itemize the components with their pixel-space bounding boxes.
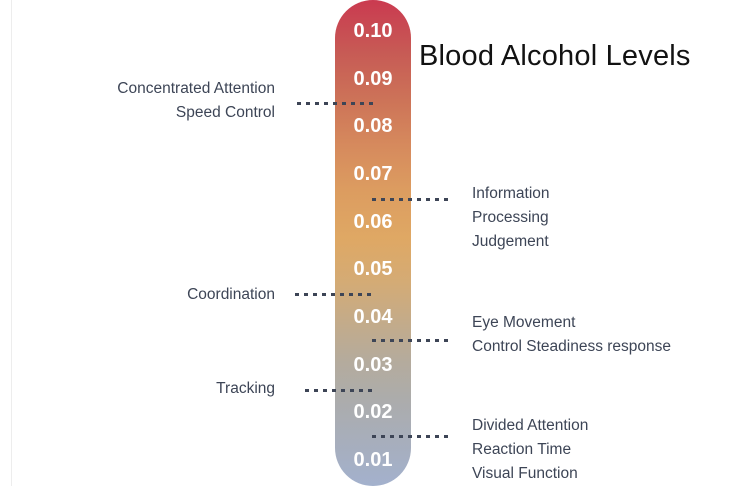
- scale-value-0.05: 0.05: [353, 258, 393, 280]
- annotation-eye-movement: Eye Movement Control Steadiness response: [472, 311, 671, 359]
- annotation-line: Divided Attention: [472, 417, 589, 434]
- scale-value-0.04: 0.04: [353, 306, 393, 328]
- left-edge-line: [11, 0, 12, 486]
- annotation-coordination: Coordination: [187, 283, 275, 307]
- annotation-line: Visual Function: [472, 465, 578, 482]
- dotted-connector-concentrated-attention: [297, 102, 377, 105]
- scale-value-0.07: 0.07: [353, 163, 393, 185]
- scale-value-0.06: 0.06: [353, 211, 393, 233]
- annotation-line: Control Steadiness response: [472, 338, 672, 355]
- dotted-connector-coordination: [295, 293, 373, 296]
- annotation-line: Information: [472, 185, 550, 202]
- annotation-line: Judgement: [472, 233, 549, 250]
- annotation-line: Coordination: [187, 286, 275, 303]
- scale-value-0.10: 0.10: [353, 20, 393, 42]
- annotation-divided-attention: Divided Attention Reaction Time Visual F…: [472, 414, 588, 486]
- dotted-connector-eye-movement: [372, 339, 450, 342]
- scale-value-0.08: 0.08: [353, 115, 393, 137]
- scale-value-0.01: 0.01: [353, 449, 393, 471]
- annotation-concentrated-attention: Concentrated Attention Speed Control: [117, 77, 275, 125]
- annotation-tracking: Tracking: [216, 377, 275, 401]
- annotation-line: Tracking: [216, 380, 275, 397]
- scale-value-0.03: 0.03: [353, 354, 393, 376]
- annotation-line: Reaction Time: [472, 441, 572, 458]
- chart-title: Blood Alcohol Levels: [419, 40, 691, 72]
- scale-value-0.09: 0.09: [353, 68, 393, 90]
- annotation-information-processing: Information Processing Judgement: [472, 182, 550, 254]
- dotted-connector-divided-attention: [372, 435, 450, 438]
- dotted-connector-information-processing: [372, 198, 450, 201]
- bac-gradient-scale: 0.10 0.09 0.08 0.07 0.06 0.05 0.04 0.03 …: [335, 0, 411, 486]
- dotted-connector-tracking: [305, 389, 376, 392]
- annotation-line: Speed Control: [175, 104, 275, 121]
- annotation-line: Processing: [472, 209, 549, 226]
- scale-value-0.02: 0.02: [353, 401, 393, 423]
- annotation-line: Eye Movement: [472, 314, 576, 331]
- annotation-line: Concentrated Attention: [117, 80, 275, 97]
